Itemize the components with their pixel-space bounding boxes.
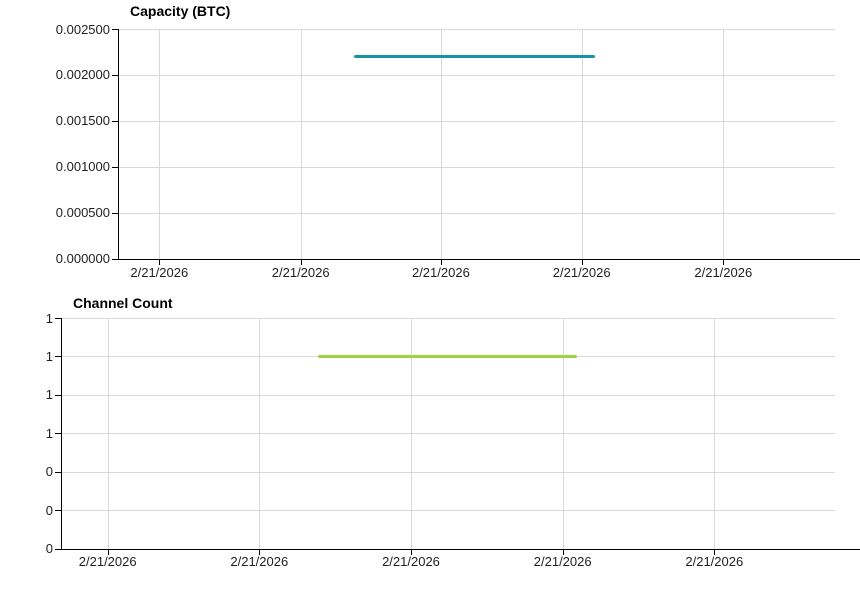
y-tick-label: 0: [45, 502, 53, 518]
x-tick-label: 2/21/2026: [382, 554, 440, 569]
y-gridline: [118, 74, 835, 76]
x-axis-line: [118, 258, 860, 260]
y-tick: [55, 394, 61, 396]
y-tick: [112, 74, 118, 76]
y-tick: [112, 29, 118, 30]
y-axis-line: [118, 29, 119, 259]
x-gridline: [107, 318, 109, 549]
x-tick: [411, 548, 412, 555]
x-tick-label: 2/21/2026: [411, 265, 470, 280]
x-gridline: [159, 29, 161, 259]
x-gridline: [300, 29, 302, 259]
y-tick: [55, 433, 61, 435]
x-tick: [723, 258, 725, 265]
x-tick: [581, 258, 583, 265]
y-tick: [112, 166, 118, 168]
x-tick-label: 2/21/2026: [78, 554, 137, 569]
y-tick-label: 1: [45, 425, 53, 441]
y-tick-label: 0: [45, 464, 53, 480]
x-gridline: [562, 318, 564, 549]
y-gridline: [61, 318, 835, 319]
x-gridline: [259, 318, 261, 549]
x-gridline: [714, 318, 716, 549]
y-gridline: [118, 29, 835, 30]
x-tick-label: 2/21/2026: [533, 554, 592, 569]
x-tick-label: 2/21/2026: [130, 265, 189, 280]
channel-series-line[interactable]: [318, 354, 577, 358]
y-tick: [112, 258, 118, 260]
y-tick-label: 1: [45, 348, 53, 364]
y-tick: [55, 510, 61, 512]
y-axis-line: [61, 318, 62, 549]
y-tick-label: 0.001500: [55, 113, 110, 129]
x-tick: [159, 258, 161, 265]
y-tick-label: 0: [45, 541, 53, 556]
y-tick-label: 0.001000: [55, 159, 110, 175]
x-tick-label: 2/21/2026: [552, 265, 611, 280]
x-tick: [300, 258, 302, 265]
y-tick-label: 1: [45, 387, 53, 403]
x-gridline: [581, 29, 583, 259]
y-gridline: [61, 394, 835, 396]
y-tick: [55, 356, 61, 358]
x-tick: [562, 548, 564, 555]
y-tick-label: 0.000500: [55, 205, 110, 221]
y-tick: [55, 548, 61, 550]
y-tick-label: 0.002000: [55, 67, 110, 83]
x-tick: [107, 548, 109, 555]
y-tick-label: 1: [45, 310, 53, 326]
x-tick-label: 2/21/2026: [230, 554, 289, 569]
capacity-series-line[interactable]: [354, 55, 595, 59]
x-tick: [714, 548, 716, 555]
y-tick-label: 0.000000: [55, 251, 110, 266]
x-tick: [259, 548, 261, 555]
x-gridline: [440, 29, 442, 259]
y-tick: [112, 212, 118, 214]
y-tick: [112, 120, 118, 122]
y-tick-label: 0.002500: [55, 21, 110, 37]
x-tick-label: 2/21/2026: [685, 554, 744, 569]
y-gridline: [118, 166, 835, 168]
capacity-chart-title: Capacity (BTC): [130, 3, 231, 19]
y-gridline: [118, 212, 835, 214]
x-tick-label: 2/21/2026: [694, 265, 753, 280]
y-gridline: [61, 471, 835, 473]
y-gridline: [61, 433, 835, 435]
x-gridline: [723, 29, 725, 259]
y-tick: [55, 318, 61, 319]
x-axis-line: [61, 548, 860, 550]
y-tick: [55, 471, 61, 473]
y-gridline: [118, 120, 835, 122]
channel-count-chart-title: Channel Count: [73, 295, 173, 311]
y-gridline: [61, 510, 835, 512]
x-tick-label: 2/21/2026: [271, 265, 330, 280]
x-tick: [440, 258, 442, 265]
x-gridline: [411, 318, 412, 549]
